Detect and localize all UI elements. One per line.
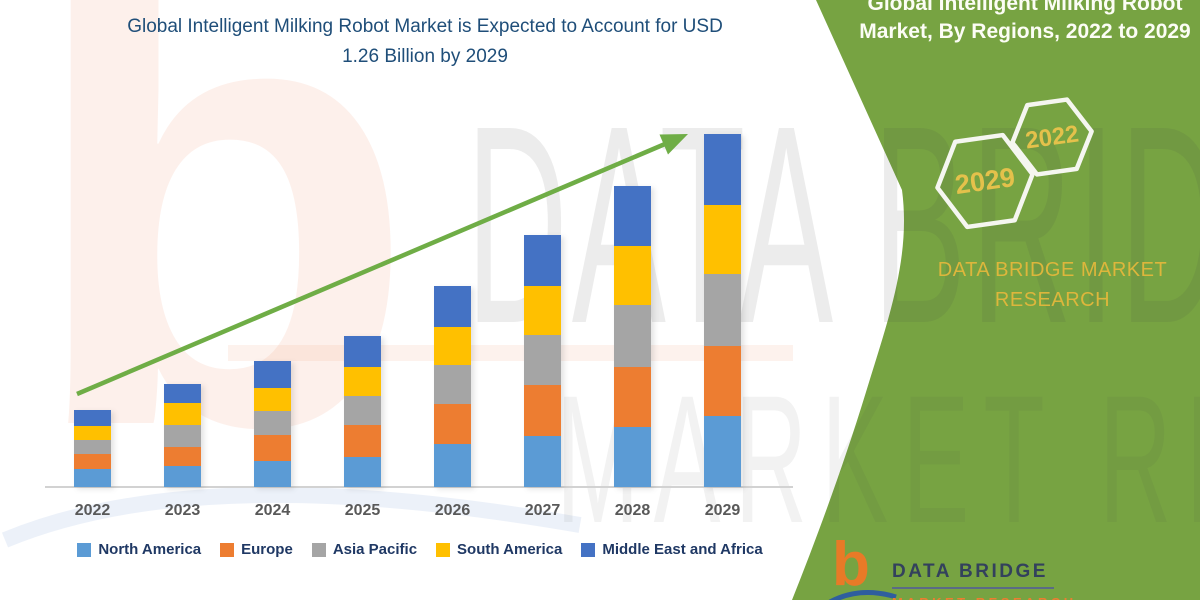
bar-2024-north-america — [254, 461, 291, 487]
bar-2027-europe — [524, 385, 561, 437]
bar-2025 — [344, 335, 381, 487]
x-axis-label-2029: 2029 — [704, 502, 741, 519]
bar-2029-europe — [704, 345, 741, 417]
bar-2027-north-america — [524, 436, 561, 487]
footer-logo-swoosh-icon — [828, 590, 897, 600]
bar-2029-asia-pacific — [704, 274, 741, 346]
bar-2029-south-america — [704, 204, 741, 275]
bar-2028-south-america — [614, 246, 651, 306]
footer-logo: b DATA BRIDGE MARKET RESEARCH — [828, 534, 1092, 600]
bar-2023-north-america — [164, 465, 201, 487]
x-axis-label-2023: 2023 — [164, 502, 201, 519]
bar-2026-asia-pacific — [434, 365, 471, 404]
bar-2022-europe — [74, 453, 111, 470]
chart-title: Global Intelligent Milking Robot Market … — [30, 12, 820, 72]
bar-2023-asia-pacific — [164, 425, 201, 447]
watermark-text-secondary: MARKET RESEARCH — [556, 357, 1200, 561]
brand-name: DATA BRIDGE MARKET RESEARCH — [885, 255, 1200, 315]
bar-2023-south-america — [164, 402, 201, 426]
bar-2025-north-america — [344, 456, 381, 487]
bar-2029 — [704, 133, 741, 487]
watermark-text-primary: DATA BRIDGE — [466, 67, 1200, 382]
side-panel-title-line2: Market, By Regions, 2022 to 2029 — [859, 20, 1191, 43]
x-axis-label-2025: 2025 — [344, 502, 381, 519]
legend-label-south-america: South America — [457, 541, 563, 558]
bar-2028-middle-east-and-africa — [614, 186, 651, 247]
chart-title-line2: 1.26 Billion by 2029 — [342, 46, 508, 67]
x-axis-line — [45, 486, 793, 488]
footer-logo-subtitle: MARKET RESEARCH — [892, 595, 1077, 600]
bar-2025-middle-east-and-africa — [344, 335, 381, 367]
bar-2027-south-america — [524, 286, 561, 336]
bar-2026-north-america — [434, 444, 471, 487]
legend-label-middle-east-and-africa: Middle East and Africa — [602, 541, 763, 558]
bar-2027 — [524, 235, 561, 487]
brand-name-line2: RESEARCH — [994, 289, 1111, 311]
bar-2022 — [74, 410, 111, 487]
bar-2028-europe — [614, 366, 651, 427]
legend-swatch-middle-east-and-africa — [581, 542, 596, 557]
bar-2022-south-america — [74, 426, 111, 440]
footer-logo-name: DATA BRIDGE — [892, 561, 1054, 589]
bar-2027-middle-east-and-africa — [524, 235, 561, 287]
x-axis-label-2028: 2028 — [614, 502, 651, 519]
bar-2024-middle-east-and-africa — [254, 360, 291, 388]
x-axis-label-2024: 2024 — [254, 502, 291, 519]
x-axis-label-2022: 2022 — [74, 502, 111, 519]
watermark-swoosh — [1, 486, 582, 548]
bar-2026-south-america — [434, 326, 471, 366]
legend-label-north-america: North America — [98, 541, 202, 558]
legend-swatch-asia-pacific — [311, 542, 326, 557]
bar-2022-north-america — [74, 469, 111, 487]
bar-2025-europe — [344, 425, 381, 457]
bar-2023 — [164, 384, 201, 487]
bar-2024-south-america — [254, 387, 291, 412]
legend-swatch-south-america — [436, 542, 451, 557]
bar-2022-asia-pacific — [74, 439, 111, 454]
chart-title-line1: Global Intelligent Milking Robot Market … — [127, 16, 723, 37]
bar-2026 — [434, 286, 471, 487]
bar-2028 — [614, 186, 651, 487]
x-axis-label-2027: 2027 — [524, 502, 561, 519]
bar-2029-middle-east-and-africa — [704, 133, 741, 205]
chart-legend: North America Europe Asia Pacific South Ame… — [30, 541, 810, 558]
legend-swatch-europe — [220, 542, 235, 557]
bar-2028-asia-pacific — [614, 305, 651, 367]
bar-2023-europe — [164, 446, 201, 466]
bar-2022-middle-east-and-africa — [74, 410, 111, 427]
bar-2026-middle-east-and-africa — [434, 286, 471, 327]
legend-label-asia-pacific: Asia Pacific — [332, 541, 418, 558]
bar-2026-europe — [434, 403, 471, 445]
bar-2028-north-america — [614, 426, 651, 487]
legend-item-north-america: North America — [77, 541, 201, 558]
legend-item-south-america: South America — [436, 541, 562, 558]
legend-label-europe: Europe — [241, 541, 293, 558]
side-panel-title: Global Intelligent Milking Robot Market,… — [858, 0, 1192, 46]
bar-2029-north-america — [704, 416, 741, 487]
bar-2024 — [254, 360, 291, 487]
footer-logo-b-icon: b — [832, 530, 870, 599]
legend-item-asia-pacific: Asia Pacific — [311, 541, 418, 558]
bar-2025-south-america — [344, 366, 381, 397]
brand-name-line1: DATA BRIDGE MARKET — [937, 259, 1168, 281]
bar-2023-middle-east-and-africa — [164, 384, 201, 403]
x-axis-label-2026: 2026 — [434, 502, 471, 519]
bar-2025-asia-pacific — [344, 396, 381, 426]
bar-2024-asia-pacific — [254, 411, 291, 436]
side-panel-title-line1: Global Intelligent Milking Robot — [867, 0, 1183, 15]
bar-2027-asia-pacific — [524, 335, 561, 386]
legend-item-europe: Europe — [220, 541, 293, 558]
legend-swatch-north-america — [77, 542, 92, 557]
bar-2024-europe — [254, 435, 291, 462]
legend-item-middle-east-and-africa: Middle East and Africa — [581, 541, 763, 558]
